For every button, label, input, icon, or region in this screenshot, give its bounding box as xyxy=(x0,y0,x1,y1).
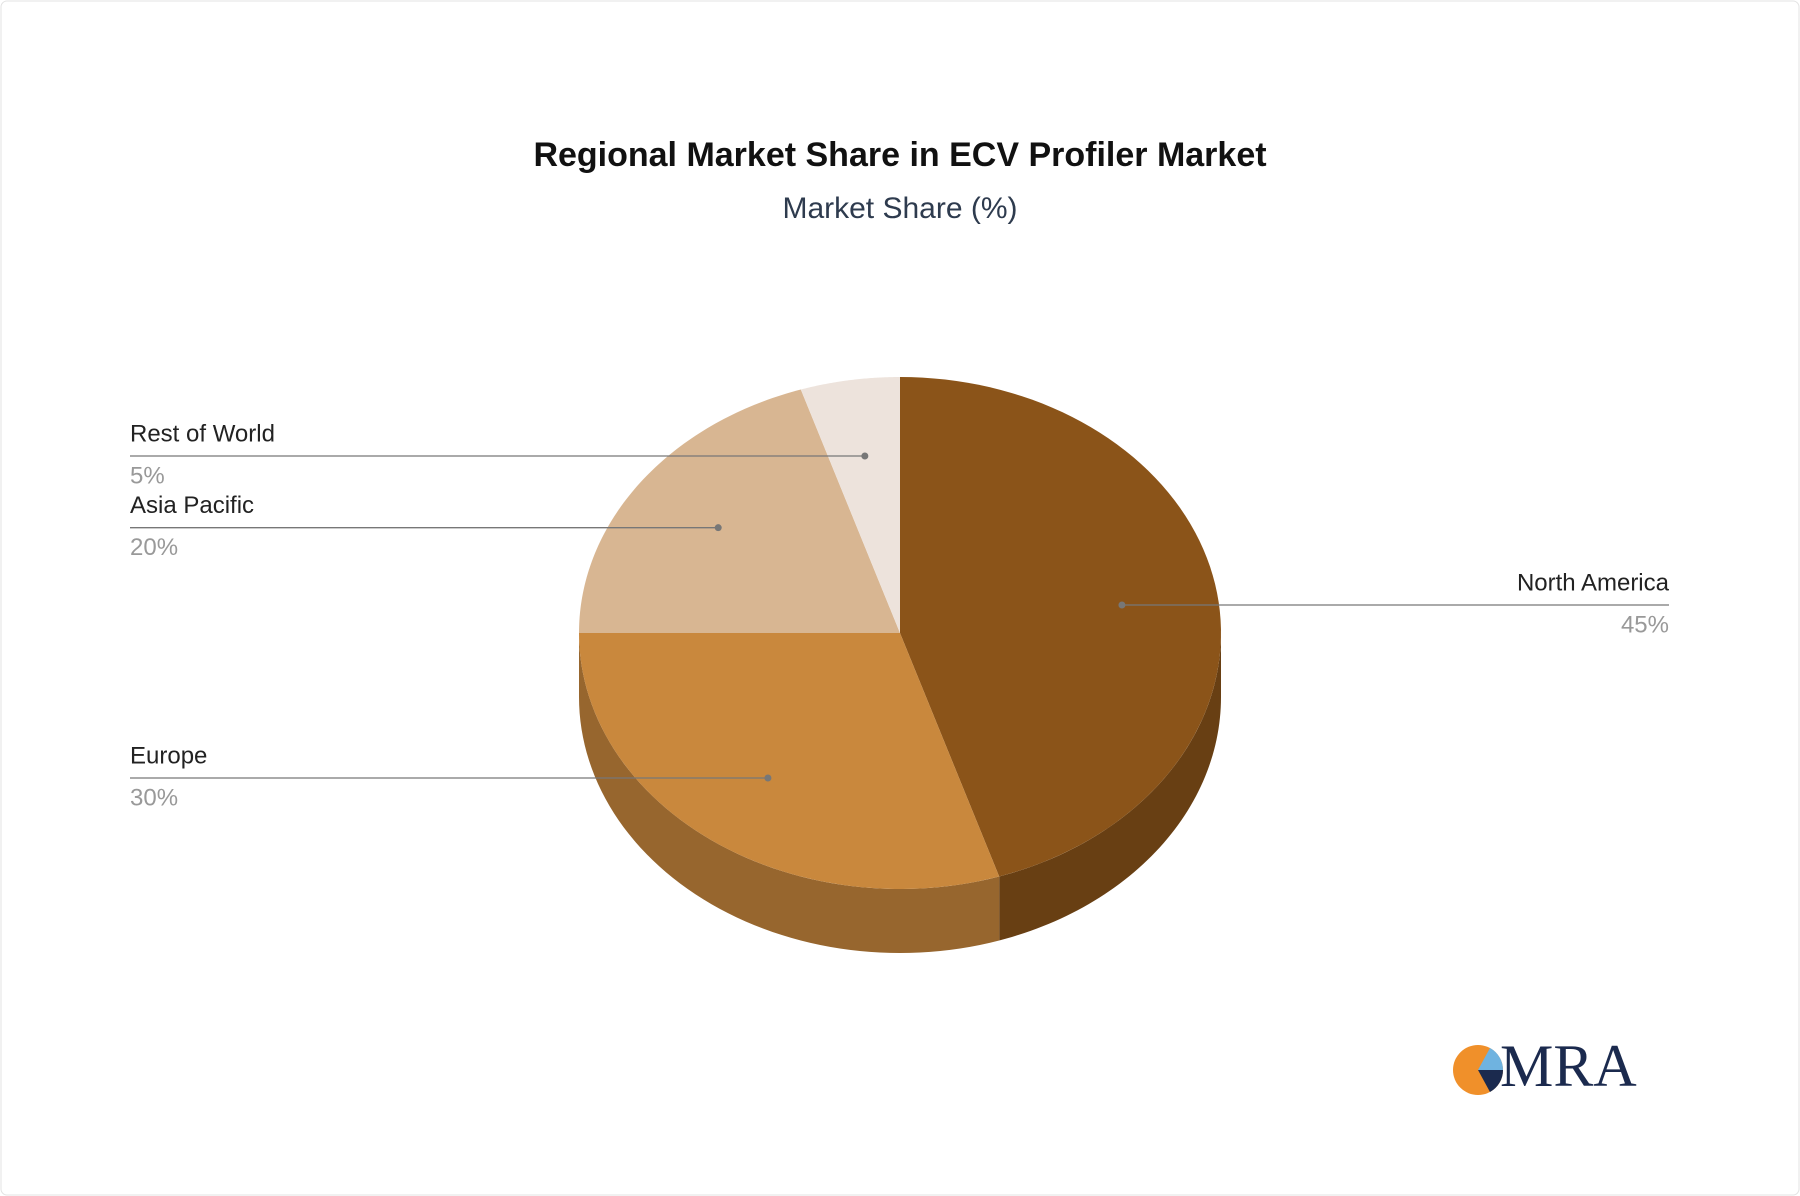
slice-value: 20% xyxy=(130,534,178,561)
slice-value: 5% xyxy=(130,462,165,489)
chart-title: Regional Market Share in ECV Profiler Ma… xyxy=(533,136,1266,174)
chart-subtitle: Market Share (%) xyxy=(782,192,1017,225)
leader-dot xyxy=(1118,601,1126,609)
slice-label: Europe xyxy=(130,742,207,769)
leader-dot xyxy=(714,524,722,532)
slice-label: North America xyxy=(1517,569,1670,596)
pie-side xyxy=(999,633,1221,941)
logo-icon xyxy=(1478,1070,1504,1092)
pie-slice xyxy=(579,633,1000,889)
pie-slice xyxy=(800,377,900,633)
pie-slice xyxy=(900,377,1221,877)
logo-text: MRA xyxy=(1500,1033,1637,1099)
logo-icon xyxy=(1478,1048,1504,1070)
slice-label: Asia Pacific xyxy=(130,492,254,519)
pie-slice xyxy=(579,389,900,633)
leader-dot xyxy=(861,452,869,460)
logo: MRA xyxy=(1453,1033,1637,1099)
leader-dot xyxy=(764,774,772,782)
pie-side xyxy=(579,633,1000,953)
slice-label: Rest of World xyxy=(130,420,275,447)
slice-value: 45% xyxy=(1621,611,1669,638)
slice-value: 30% xyxy=(130,784,178,811)
